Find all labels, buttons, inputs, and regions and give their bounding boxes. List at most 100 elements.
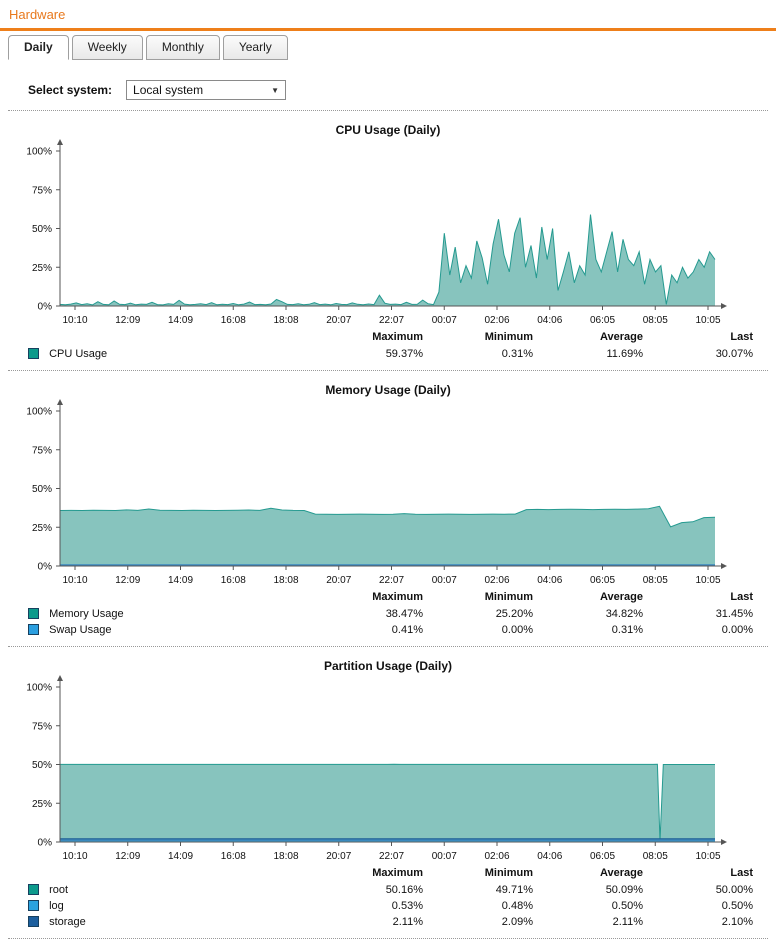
partition-chart-title: Partition Usage (Daily) [323,659,453,673]
swap-usage-legend-swatch-icon [28,624,39,635]
svg-text:10:10: 10:10 [62,575,87,586]
svg-text:08:05: 08:05 [643,315,668,326]
svg-text:75%: 75% [32,445,52,456]
chevron-down-icon: ▼ [271,85,280,95]
stat-maximum: 50.16% [385,884,423,896]
stat-minimum: 2.09% [501,916,533,928]
stat-maximum: 2.11% [392,916,423,928]
stat-average: 11.69% [606,348,644,360]
stat-average: 0.31% [611,624,643,636]
svg-text:0%: 0% [38,562,53,573]
svg-text:00:07: 00:07 [432,575,457,586]
stat-maximum: 0.41% [391,624,423,636]
legend-label: log [49,900,64,912]
svg-text:16:08: 16:08 [221,315,246,326]
svg-text:100%: 100% [26,683,52,694]
legend-header-last: Last [730,867,753,879]
svg-text:50%: 50% [32,484,52,495]
svg-text:14:09: 14:09 [168,851,193,862]
legend-header-minimum: Minimum [484,331,533,343]
svg-text:0%: 0% [38,302,53,313]
svg-text:25%: 25% [32,263,52,274]
svg-text:25%: 25% [32,523,52,534]
stat-average: 2.11% [612,916,643,928]
cpu-usage-chart: 0% 25% 50% 75% 100% 10:10 12:09 14:09 16:08 18:08… [26,139,727,326]
stat-average: 0.50% [611,900,643,912]
page-header: Hardware [0,0,776,28]
stat-average: 50.09% [605,884,643,896]
stat-last: 50.00% [715,884,753,896]
svg-text:20:07: 20:07 [326,315,351,326]
stat-last: 31.45% [715,608,753,620]
partition-legend-table: Maximum Minimum Average Last root 50.16%… [28,865,753,930]
svg-text:14:09: 14:09 [168,315,193,326]
legend-label: Memory Usage [49,608,124,620]
svg-text:20:07: 20:07 [326,575,351,586]
svg-text:12:09: 12:09 [115,315,140,326]
legend-header-average: Average [599,591,643,603]
svg-text:20:07: 20:07 [326,851,351,862]
memory-chart-section: Memory Usage (Daily) 0% 25% 50% 75% 100% 10:1… [0,371,776,638]
svg-text:50%: 50% [32,224,52,235]
legend-row-cpu-usage: CPU Usage 59.37% 0.31% 11.69% 30.07% [28,346,753,362]
tab-weekly[interactable]: Weekly [71,35,143,60]
tab-bar: Daily Weekly Monthly Yearly [8,35,776,60]
legend-label: CPU Usage [49,348,108,360]
system-select-value: Local system [133,83,204,97]
legend-row-storage: storage 2.11% 2.09% 2.11% 2.10% [28,914,753,930]
legend-header-spacer [28,865,313,882]
svg-text:18:08: 18:08 [273,575,298,586]
memory-chart-title: Memory Usage (Daily) [325,383,451,397]
legend-row-memory-usage: Memory Usage 38.47% 25.20% 34.82% 31.45% [28,606,753,622]
svg-text:10:05: 10:05 [695,575,720,586]
legend-row-log: log 0.53% 0.48% 0.50% 0.50% [28,898,753,914]
svg-text:14:09: 14:09 [168,575,193,586]
system-select-row: Select system: Local system ▼ [28,80,776,100]
legend-header-minimum: Minimum [484,867,533,879]
accent-rule [0,28,776,31]
partition-chart-section: Partition Usage (Daily) 0% 25% 50% 75% 100% 1… [0,647,776,930]
dotted-separator [8,646,768,647]
page-title: Hardware [9,7,66,22]
legend-header-spacer [28,589,313,606]
legend-row-root: root 50.16% 49.71% 50.09% 50.00% [28,882,753,898]
svg-text:04:06: 04:06 [537,851,562,862]
dotted-separator [8,370,768,371]
svg-text:02:06: 02:06 [484,851,509,862]
svg-text:22:07: 22:07 [379,575,404,586]
svg-text:100%: 100% [26,147,52,158]
cpu-chart-section: CPU Usage (Daily) 0% 25% 50% 75% 100% 10:10 12… [0,111,776,362]
svg-text:100%: 100% [26,407,52,418]
svg-text:50%: 50% [32,760,52,771]
stat-last: 0.00% [721,624,753,636]
svg-text:06:05: 06:05 [590,575,615,586]
memory-usage-chart: 0% 25% 50% 75% 100% 10:10 12:09 14:09 16:08 18:08… [26,399,727,586]
stat-last: 30.07% [715,348,753,360]
svg-text:75%: 75% [32,185,52,196]
tab-yearly[interactable]: Yearly [222,35,288,60]
cpu-legend-table: Maximum Minimum Average Last CPU Usage 5… [28,329,753,362]
legend-label: Swap Usage [49,624,112,636]
stat-maximum: 38.47% [385,608,423,620]
dotted-separator [8,938,768,939]
cpu-chart-title: CPU Usage (Daily) [335,123,441,137]
stat-maximum: 59.37% [385,348,423,360]
legend-header-minimum: Minimum [484,591,533,603]
stat-average: 34.82% [605,608,643,620]
stat-minimum: 0.00% [501,624,533,636]
svg-text:04:06: 04:06 [537,315,562,326]
legend-header-average: Average [599,867,643,879]
system-select-dropdown[interactable]: Local system ▼ [126,80,287,100]
tab-monthly[interactable]: Monthly [145,35,220,60]
storage-legend-swatch-icon [28,916,39,927]
svg-text:02:06: 02:06 [484,575,509,586]
root-legend-swatch-icon [28,884,39,895]
svg-text:02:06: 02:06 [484,315,509,326]
legend-header-maximum: Maximum [372,867,423,879]
tab-daily[interactable]: Daily [8,35,69,60]
legend-header-last: Last [730,331,753,343]
legend-header-maximum: Maximum [372,331,423,343]
svg-text:06:05: 06:05 [590,851,615,862]
svg-text:00:07: 00:07 [432,315,457,326]
svg-text:06:05: 06:05 [590,315,615,326]
